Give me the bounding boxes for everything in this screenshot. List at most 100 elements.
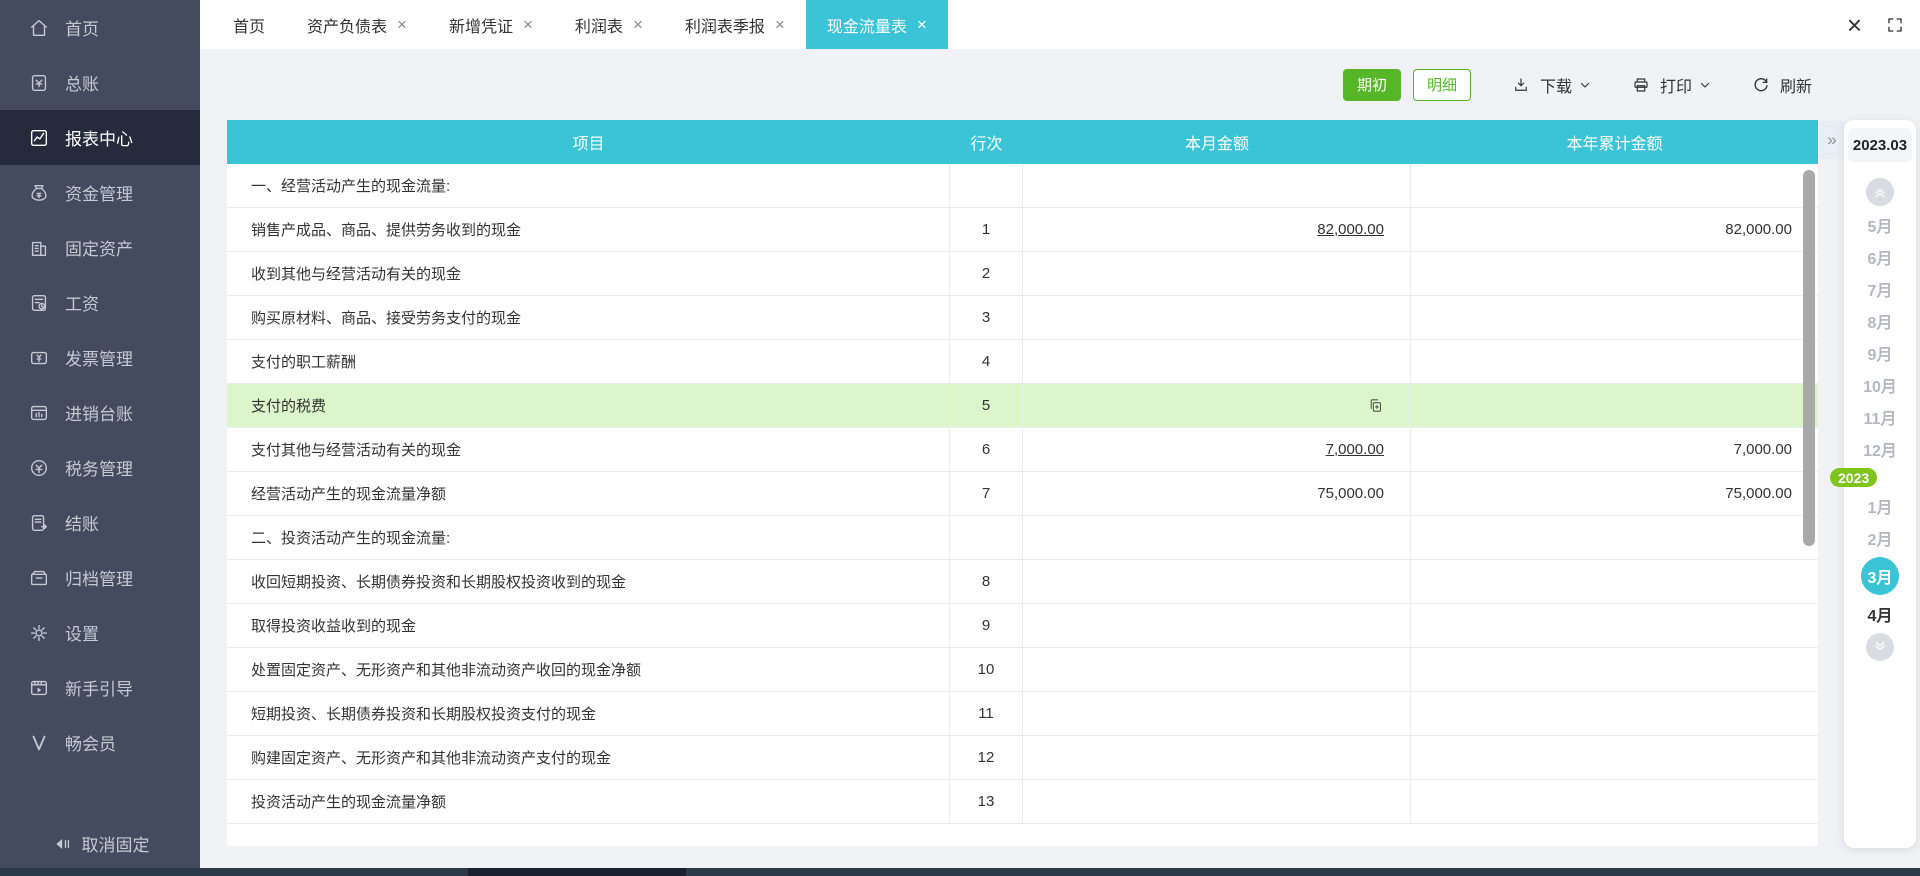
- tab-利润表[interactable]: 利润表 ×: [554, 0, 664, 49]
- table-row[interactable]: 二、投资活动产生的现金流量:: [227, 516, 1818, 560]
- sidebar-item-invoice-management[interactable]: 发票管理: [0, 330, 200, 385]
- line-number: 2: [981, 265, 991, 282]
- tab-首页[interactable]: 首页: [212, 0, 286, 49]
- month-item[interactable]: 11月: [1863, 411, 1897, 428]
- tab-现金流量表[interactable]: 现金流量表 ×: [805, 0, 948, 49]
- sidebar-item-fund-management[interactable]: 资金管理: [0, 165, 200, 220]
- sidebar-item-label: 首页: [65, 20, 99, 39]
- period-selector[interactable]: 2023.03: [1848, 128, 1912, 162]
- print-button[interactable]: 打印: [1629, 73, 1711, 97]
- guide-icon: [27, 676, 51, 700]
- closing-icon: [27, 511, 51, 535]
- table-row[interactable]: 支付的职工薪酬 4: [227, 340, 1818, 384]
- cell-year-amount: 75,000.00: [1411, 472, 1818, 515]
- table-row[interactable]: 收到其他与经营活动有关的现金 2: [227, 252, 1818, 296]
- column-header: 本月金额: [1184, 136, 1249, 153]
- table-row[interactable]: 支付其他与经营活动有关的现金 6 7,000.00 7,000.00: [227, 428, 1818, 472]
- cell-year-amount: 82,000.00: [1411, 208, 1818, 251]
- sidebar-item-purchase-sale-ledger[interactable]: 进销台账: [0, 385, 200, 440]
- copy-icon[interactable]: [1367, 397, 1384, 414]
- gear-icon: [27, 621, 51, 645]
- tab-资产负债表[interactable]: 资产负债表 ×: [286, 0, 428, 49]
- tab-close-icon[interactable]: ×: [522, 15, 533, 34]
- cell-year-amount: [1411, 692, 1818, 735]
- scroll-months-up-button[interactable]: [1866, 178, 1894, 206]
- table-row[interactable]: 收回短期投资、长期债券投资和长期股权投资收到的现金 8: [227, 560, 1818, 604]
- month-item[interactable]: 7月: [1867, 283, 1893, 300]
- month-item[interactable]: 9月: [1867, 347, 1893, 364]
- table-row[interactable]: 取得投资收益收到的现金 9: [227, 604, 1818, 648]
- table-row[interactable]: 支付的税费 5: [227, 384, 1818, 428]
- fullscreen-icon[interactable]: [1886, 16, 1904, 34]
- item-label: 经营活动产生的现金流量净额: [251, 486, 447, 503]
- cell-month-amount: [1023, 252, 1411, 295]
- refresh-button[interactable]: 刷新: [1749, 73, 1812, 97]
- tab-利润表季报[interactable]: 利润表季报 ×: [664, 0, 806, 49]
- sidebar-item-payroll[interactable]: 工资: [0, 275, 200, 330]
- download-label: 下载: [1539, 78, 1572, 96]
- tab-新增凭证[interactable]: 新增凭证 ×: [428, 0, 554, 49]
- horizontal-scrollbar: [0, 868, 1920, 876]
- amount-value: 75,000.00: [1317, 485, 1384, 502]
- month-item[interactable]: 12月: [1863, 443, 1897, 460]
- cell-item: 短期投资、长期债券投资和长期股权投资支付的现金: [227, 692, 950, 735]
- item-label: 处置固定资产、无形资产和其他非流动资产收回的现金净额: [251, 662, 642, 679]
- cell-item: 一、经营活动产生的现金流量:: [227, 164, 950, 207]
- sidebar-item-settings[interactable]: 设置: [0, 605, 200, 660]
- tab-close-icon[interactable]: ×: [397, 15, 407, 34]
- report-icon: [27, 126, 51, 150]
- opening-balance-button[interactable]: 期初: [1342, 68, 1401, 101]
- sidebar-item-tax-management[interactable]: 税务管理: [0, 440, 200, 495]
- month-item[interactable]: 1月: [1867, 500, 1893, 517]
- cell-item: 购买原材料、商品、接受劳务支付的现金: [227, 296, 950, 339]
- sidebar-item-general-ledger[interactable]: 总账: [0, 55, 200, 110]
- money-bag-icon: [27, 181, 51, 205]
- line-number: 4: [981, 353, 991, 370]
- month-item[interactable]: 8月: [1867, 315, 1893, 332]
- cell-line-number: 8: [950, 560, 1023, 603]
- sidebar-item-report-center[interactable]: 报表中心: [0, 110, 200, 165]
- column-header: 项目: [572, 136, 605, 153]
- table-row[interactable]: 短期投资、长期债券投资和长期股权投资支付的现金 11: [227, 692, 1818, 736]
- close-icon[interactable]: ×: [1846, 9, 1862, 40]
- month-item[interactable]: 2月: [1867, 532, 1893, 549]
- tab-close-icon[interactable]: ×: [774, 15, 785, 34]
- month-item[interactable]: 5月: [1867, 219, 1893, 236]
- vertical-scrollbar-thumb[interactable]: [1803, 170, 1815, 546]
- tab-close-icon[interactable]: ×: [632, 15, 643, 34]
- detail-button[interactable]: 明细: [1412, 68, 1471, 101]
- table-row[interactable]: 购建固定资产、无形资产和其他非流动资产支付的现金 12: [227, 736, 1818, 780]
- table-row[interactable]: 购买原材料、商品、接受劳务支付的现金 3: [227, 296, 1818, 340]
- collapse-panel-handle[interactable]: »: [1820, 121, 1844, 159]
- item-label: 一、经营活动产生的现金流量:: [251, 178, 451, 195]
- building-icon: [27, 236, 51, 260]
- amount-link[interactable]: 82,000.00: [1317, 221, 1384, 238]
- sidebar-item-home[interactable]: 首页: [0, 0, 200, 55]
- cell-month-amount: [1023, 780, 1411, 823]
- tab-close-icon[interactable]: ×: [916, 15, 927, 34]
- month-item[interactable]: 3月: [1861, 557, 1899, 595]
- sidebar-item-member[interactable]: 畅会员: [0, 715, 200, 770]
- table-row[interactable]: 销售产成品、商品、提供劳务收到的现金 1 82,000.00 82,000.00: [227, 208, 1818, 252]
- tab-label: 利润表季报: [684, 18, 765, 36]
- table-row[interactable]: 一、经营活动产生的现金流量:: [227, 164, 1818, 208]
- cell-month-amount: 82,000.00: [1023, 208, 1411, 251]
- sidebar-item-fixed-assets[interactable]: 固定资产: [0, 220, 200, 275]
- horizontal-scrollbar-thumb[interactable]: [468, 868, 686, 876]
- sidebar-item-label: 总账: [65, 75, 99, 94]
- table-row[interactable]: 处置固定资产、无形资产和其他非流动资产收回的现金净额 10: [227, 648, 1818, 692]
- download-button[interactable]: 下载: [1509, 73, 1591, 97]
- table-row[interactable]: 投资活动产生的现金流量净额 13: [227, 780, 1818, 824]
- sidebar-item-beginner-guide[interactable]: 新手引导: [0, 660, 200, 715]
- unpin-sidebar-button[interactable]: 取消固定: [0, 831, 200, 856]
- month-item[interactable]: 10月: [1863, 379, 1897, 396]
- month-item[interactable]: 4月: [1867, 608, 1893, 625]
- table-row[interactable]: 经营活动产生的现金流量净额 7 75,000.00 75,000.00: [227, 472, 1818, 516]
- sidebar-item-closing[interactable]: 结账: [0, 495, 200, 550]
- scroll-months-down-button[interactable]: [1866, 633, 1894, 661]
- unpin-icon: [51, 832, 75, 856]
- month-item[interactable]: 6月: [1867, 251, 1893, 268]
- amount-link[interactable]: 7,000.00: [1325, 441, 1384, 458]
- sidebar-item-archive-management[interactable]: 归档管理: [0, 550, 200, 605]
- window-actions: ×: [1847, 0, 1904, 49]
